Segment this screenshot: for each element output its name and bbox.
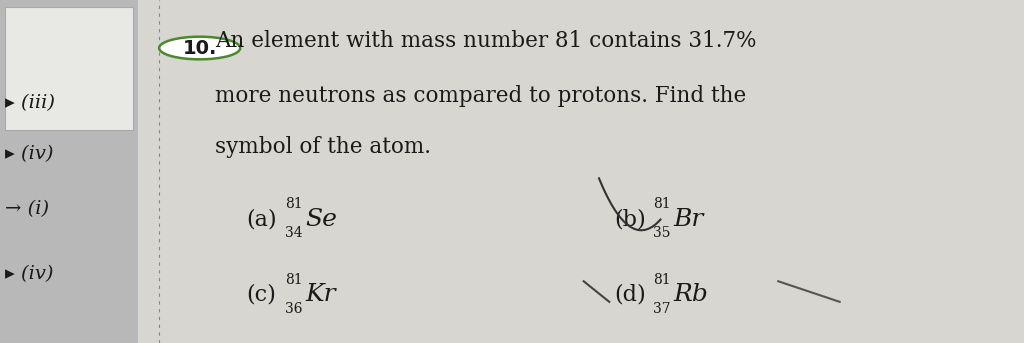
Text: symbol of the atom.: symbol of the atom. [215,137,431,158]
Bar [138,0,1024,343]
Text: Se: Se [305,208,337,231]
Text: 10.: 10. [182,38,217,58]
Text: 34: 34 [285,226,302,240]
Text: 81: 81 [653,273,671,286]
Text: ▸ (iv): ▸ (iv) [5,145,53,163]
Text: ▸ (iii): ▸ (iii) [5,94,55,112]
Text: 37: 37 [653,302,671,316]
Text: Kr: Kr [305,283,336,307]
Text: (d): (d) [614,284,646,306]
Text: 81: 81 [285,273,302,286]
Ellipse shape [159,37,241,59]
Text: Rb: Rb [674,283,709,307]
Text: (a): (a) [246,209,276,230]
Text: (c): (c) [246,284,275,306]
Text: 36: 36 [285,302,302,316]
Text: An element with mass number 81 contains 31.7%: An element with mass number 81 contains … [215,30,757,52]
Text: 81: 81 [285,197,302,211]
Bar [5,7,133,130]
Text: ▸ (iv): ▸ (iv) [5,265,53,283]
Text: → (i): → (i) [5,200,49,218]
Text: 35: 35 [653,226,671,240]
Text: 81: 81 [653,197,671,211]
Text: Br: Br [674,208,705,231]
Text: (b): (b) [614,209,646,230]
Bar [0,0,138,343]
Text: more neutrons as compared to protons. Find the: more neutrons as compared to protons. Fi… [215,85,746,107]
